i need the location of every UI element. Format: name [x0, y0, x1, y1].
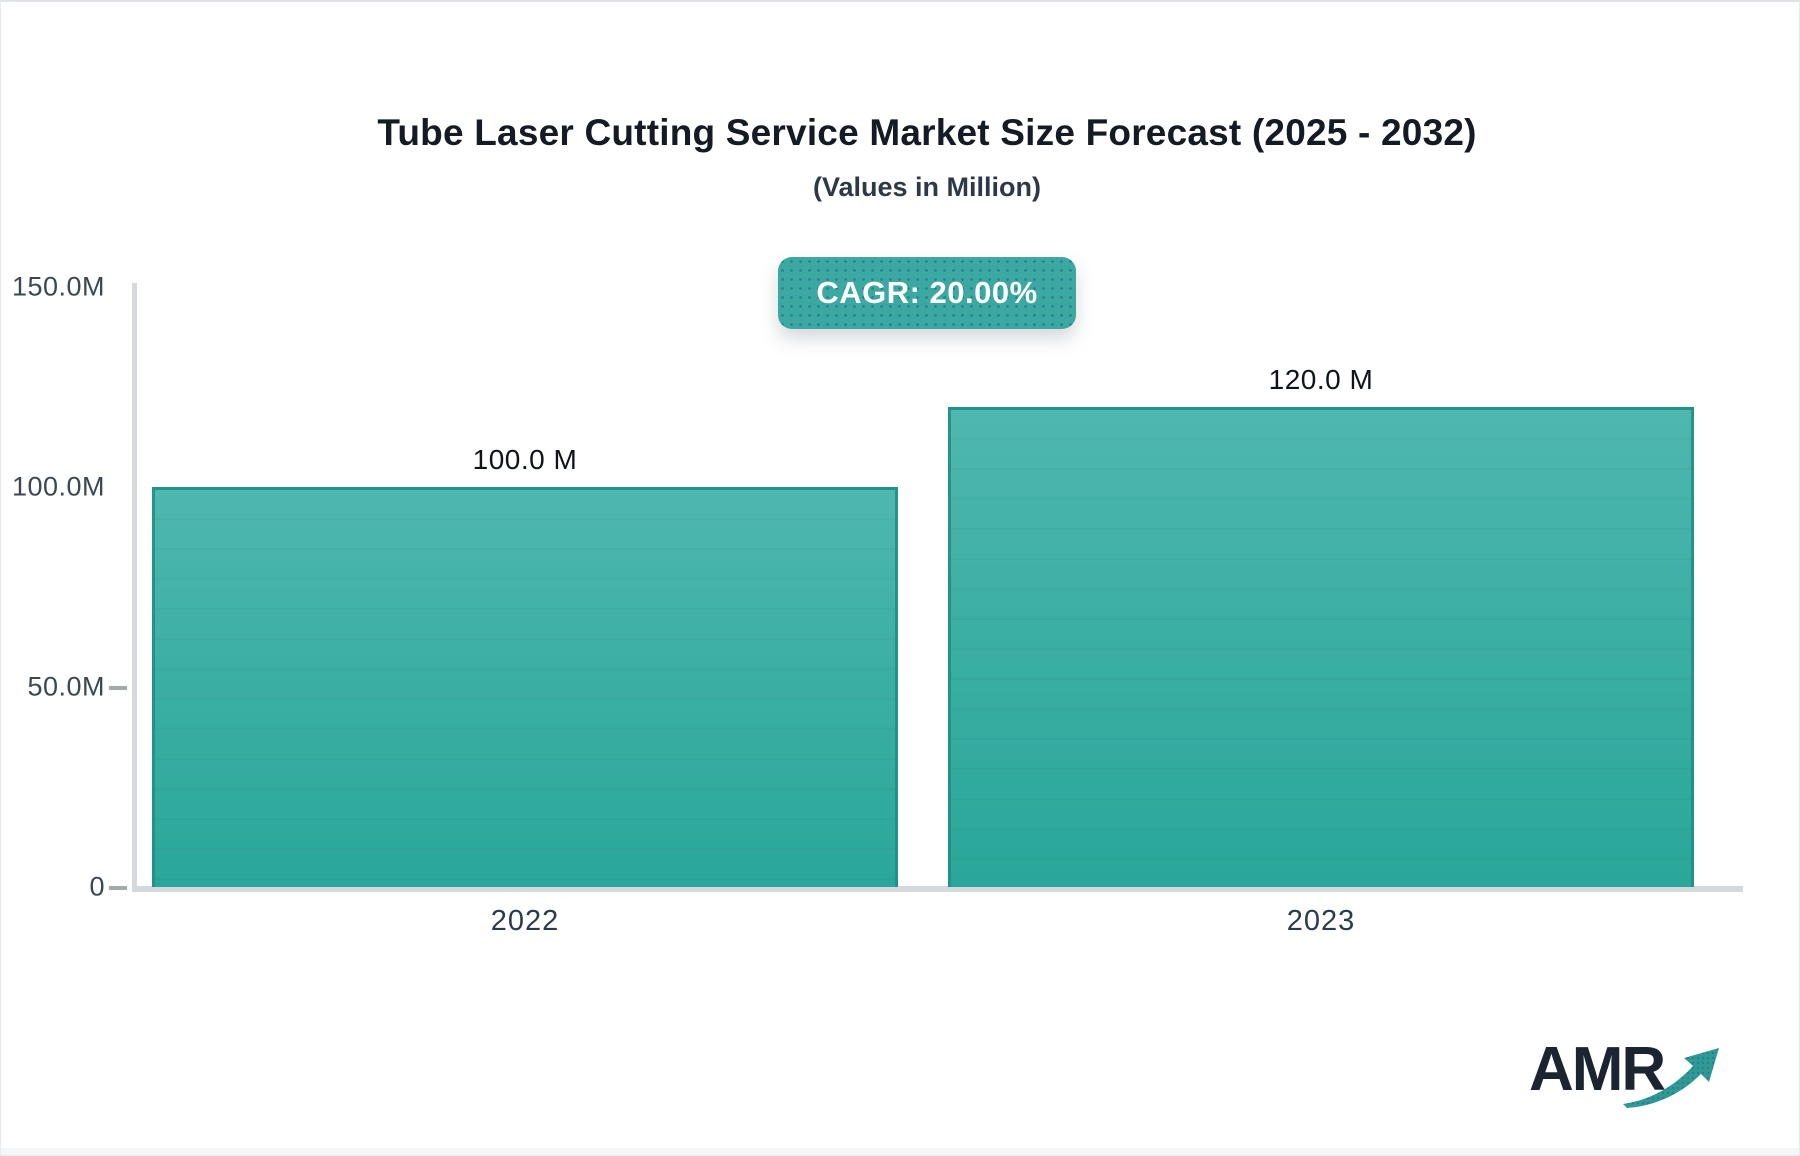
amr-logo-text: AMR	[1529, 1035, 1666, 1104]
cagr-badge-label: CAGR: 20.00%	[816, 275, 1038, 310]
y-axis-tick-label-0: 0	[89, 871, 105, 902]
y-axis-line	[132, 283, 137, 892]
chart-subtitle: (Values in Million)	[812, 172, 1042, 202]
trending-up-arrow-icon	[1623, 1048, 1719, 1108]
x-axis-label-2022: 2022	[490, 904, 560, 937]
y-axis-tick-label-50: 50.0M	[27, 671, 105, 702]
bar-2022	[152, 487, 898, 887]
bar-column-2022: 100.0 M	[152, 287, 898, 887]
cagr-badge: CAGR: 20.00%	[778, 257, 1076, 329]
amr-logo: AMR	[1529, 1032, 1719, 1112]
bar-2023	[948, 407, 1694, 887]
x-axis-label-2023: 2023	[1286, 904, 1356, 937]
y-axis-tick-mark	[109, 686, 127, 690]
y-axis-tick-label-100: 100.0M	[11, 471, 105, 502]
bar-value-label: 120.0 M	[1268, 364, 1374, 395]
bottom-border-strip	[1, 1148, 1799, 1155]
bar-value-label: 100.0 M	[472, 444, 578, 475]
y-axis-tick-mark	[109, 886, 127, 890]
chart-title: Tube Laser Cutting Service Market Size F…	[377, 112, 1477, 153]
y-axis-tick-label-150: 150.0M	[11, 271, 105, 302]
x-axis-line	[132, 886, 1743, 892]
bar-column-2023: 120.0 M	[948, 287, 1694, 887]
